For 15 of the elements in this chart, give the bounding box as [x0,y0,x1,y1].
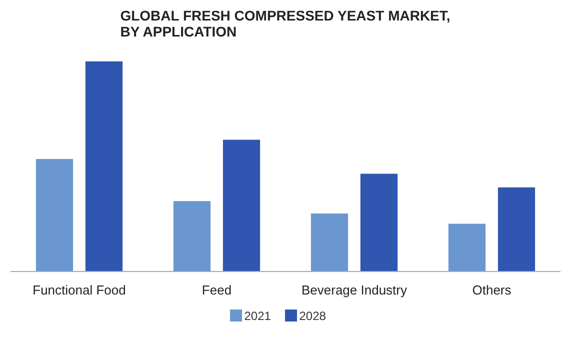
bar [173,201,211,272]
bar [222,140,260,272]
legend-label: 2021 [244,309,272,323]
x-tick-label: Functional Food [32,282,126,298]
bar [448,224,486,272]
legend-label: 2028 [299,309,326,323]
bar [85,61,123,272]
x-tick-label: Beverage Industry [302,282,408,298]
bar [36,159,74,272]
bar [498,187,536,272]
bar [360,174,398,272]
chart-title: GLOBAL FRESH COMPRESSED YEAST MARKET, BY APPLICATION [120,8,450,40]
x-tick-label: Others [472,282,512,298]
bar [310,213,348,272]
x-tick-label: Feed [202,282,232,298]
